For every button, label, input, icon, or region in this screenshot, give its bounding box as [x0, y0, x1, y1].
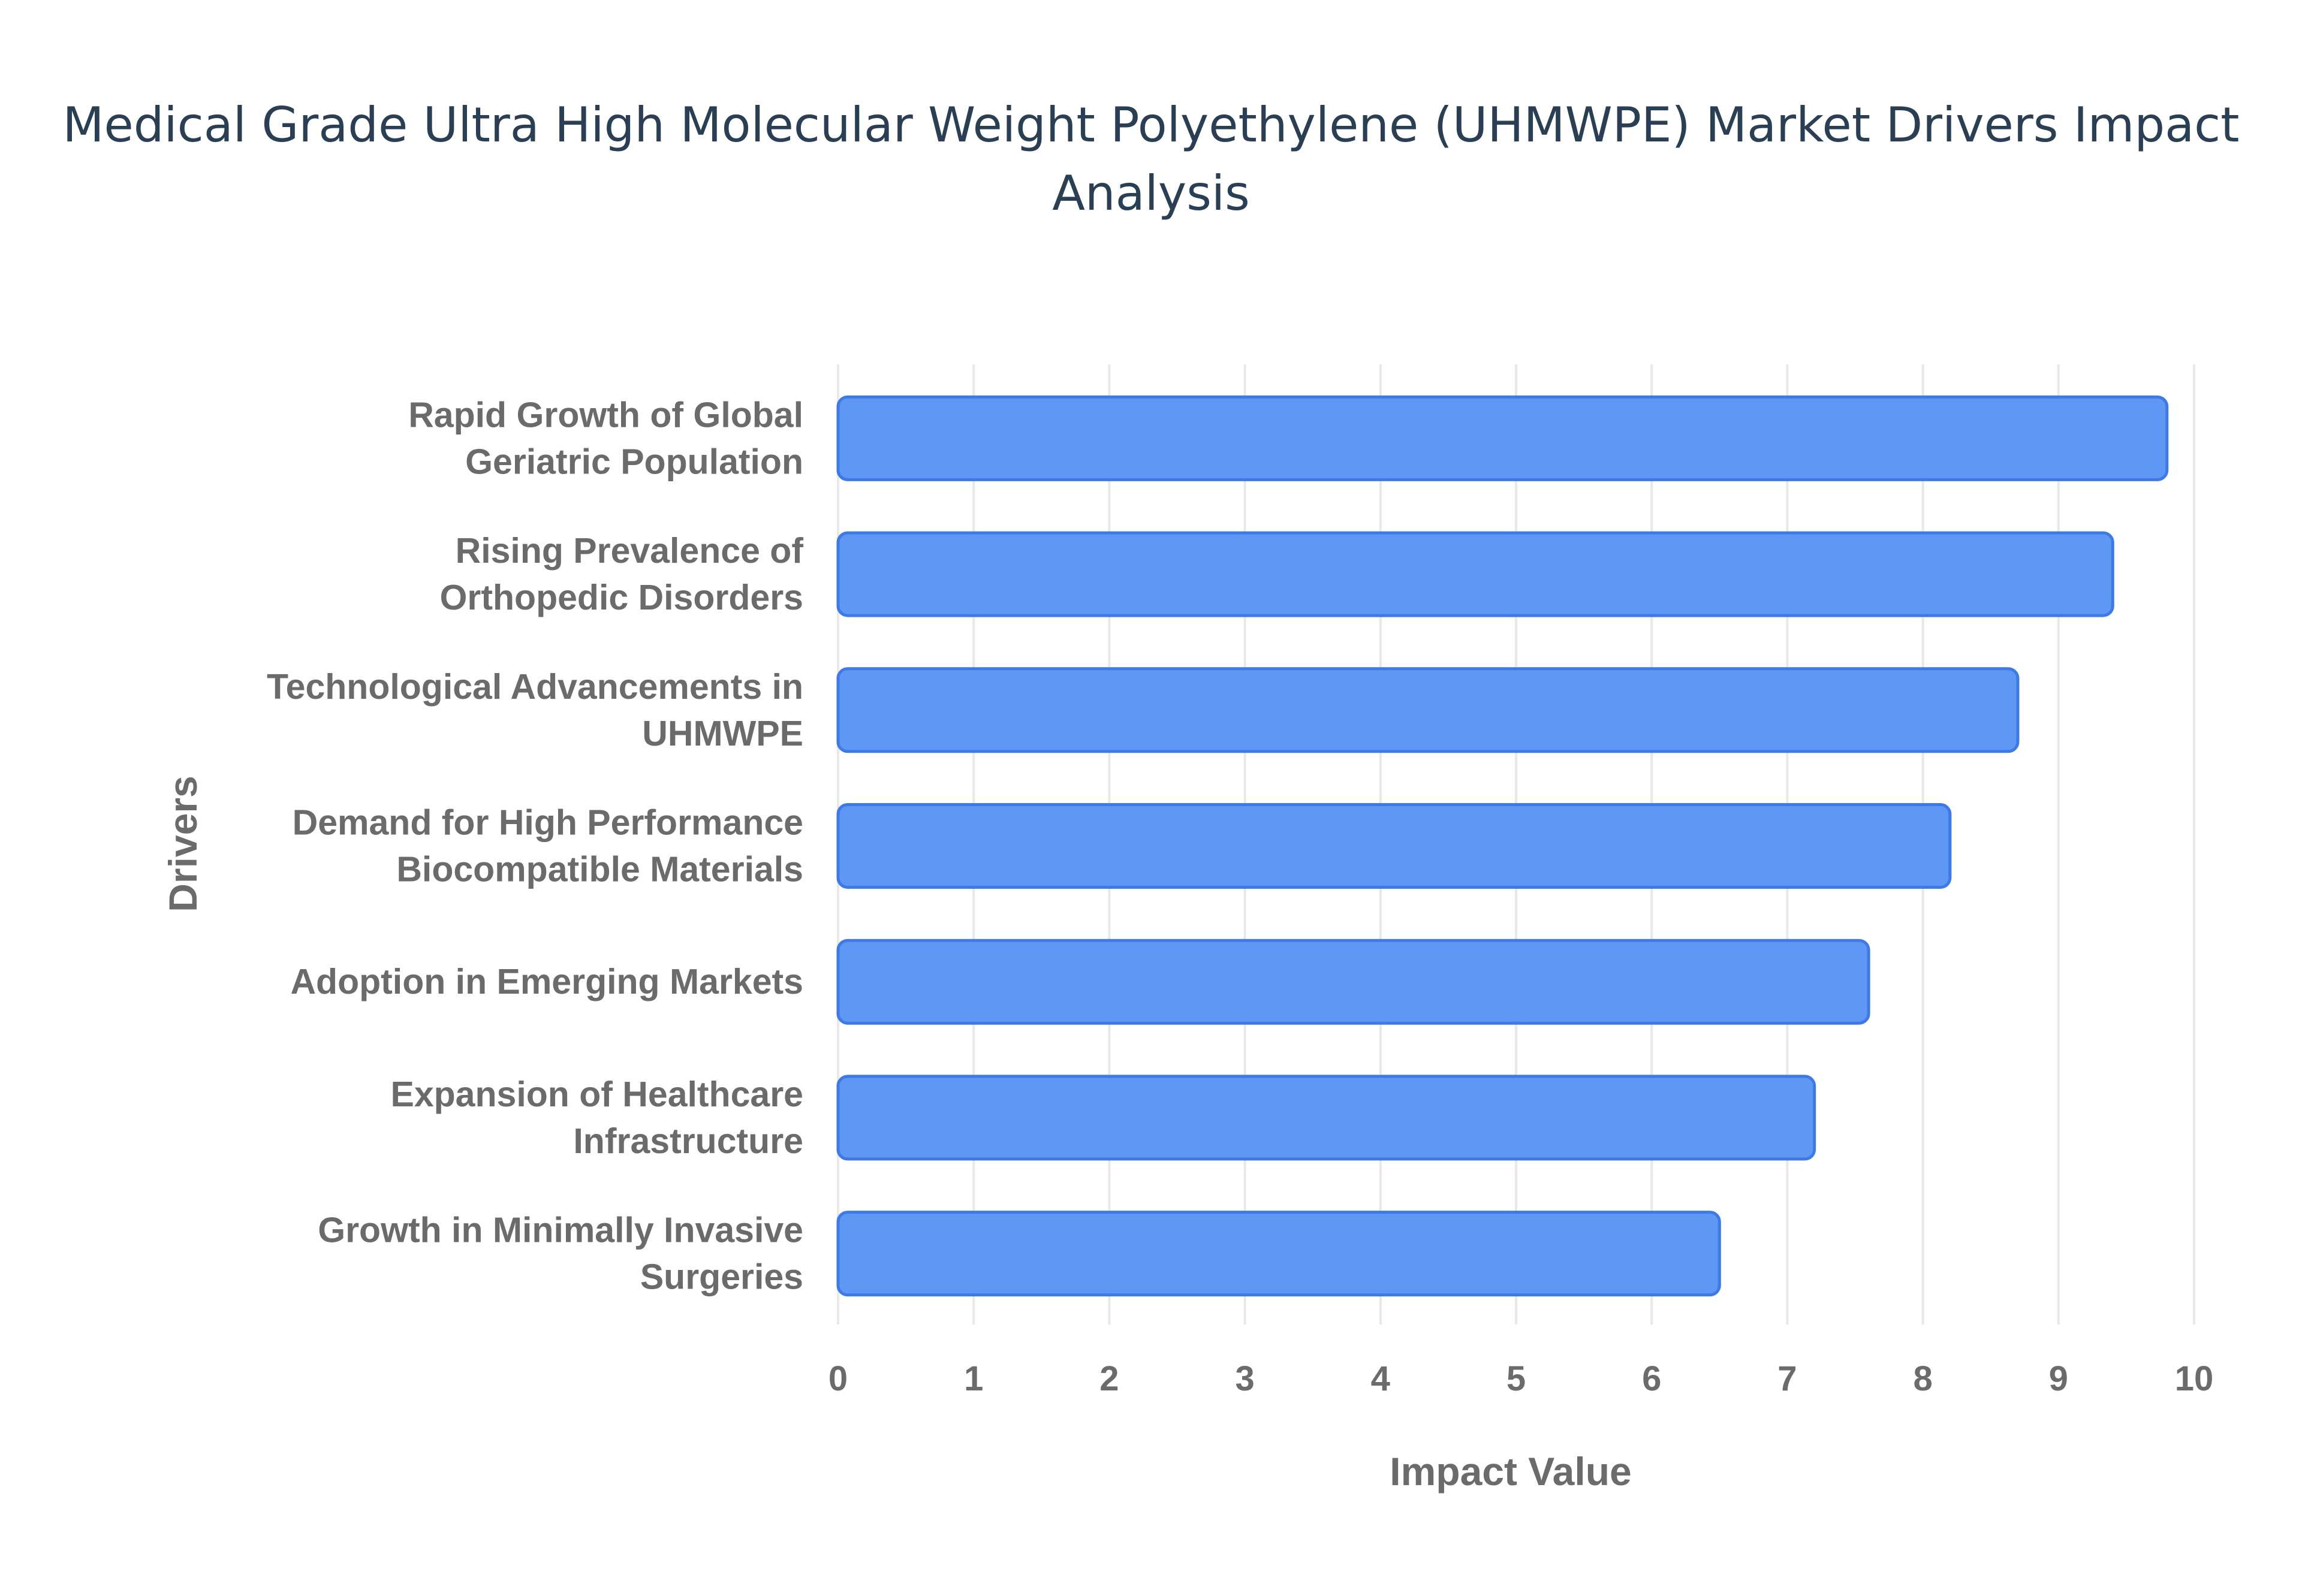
category-label: Rapid Growth of Global Geriatric Populati… — [408, 395, 803, 481]
x-tick-label: 7 — [1777, 1359, 1797, 1398]
x-tick-label: 4 — [1371, 1359, 1390, 1398]
x-tick-label: 8 — [1913, 1359, 1932, 1398]
bars — [836, 395, 2169, 1297]
category-label: Rising Prevalence of Orthopedic Disorders — [439, 531, 803, 617]
x-tick-label: 3 — [1235, 1359, 1254, 1398]
bar[interactable] — [836, 531, 2114, 617]
bar[interactable] — [836, 1211, 1721, 1297]
x-tick-label: 0 — [828, 1359, 848, 1398]
x-tick-label: 9 — [2049, 1359, 2068, 1398]
x-tick-label: 1 — [964, 1359, 983, 1398]
bar[interactable] — [836, 939, 1870, 1025]
category-label: Adoption in Emerging Markets — [290, 962, 803, 1001]
x-tick-label: 6 — [1642, 1359, 1661, 1398]
x-axis-title: Impact Value — [1390, 1449, 1632, 1494]
bar[interactable] — [836, 1075, 1816, 1161]
x-tick-label: 10 — [2175, 1359, 2214, 1398]
category-label: Growth in Minimally Invasive Surgeries — [318, 1211, 803, 1297]
bar[interactable] — [836, 667, 2020, 753]
category-label: Demand for High Performance Biocompatible… — [293, 803, 803, 889]
category-labels: Rapid Growth of Global Geriatric Populati… — [267, 395, 803, 1296]
bar[interactable] — [836, 395, 2169, 481]
category-label: Technological Advancements in UHMWPE — [267, 667, 803, 753]
x-tick-label: 5 — [1506, 1359, 1526, 1398]
y-axis-title: Drivers — [161, 776, 205, 912]
bar[interactable] — [836, 803, 1952, 889]
x-tick-labels: 0 1 2 3 4 5 6 7 8 9 10 — [828, 1359, 2213, 1398]
category-label: Expansion of Healthcare Infrastructure — [390, 1075, 803, 1161]
chart-title: Medical Grade Ultra High Molecular Weigh… — [62, 97, 2239, 221]
x-tick-label: 2 — [1099, 1359, 1119, 1398]
